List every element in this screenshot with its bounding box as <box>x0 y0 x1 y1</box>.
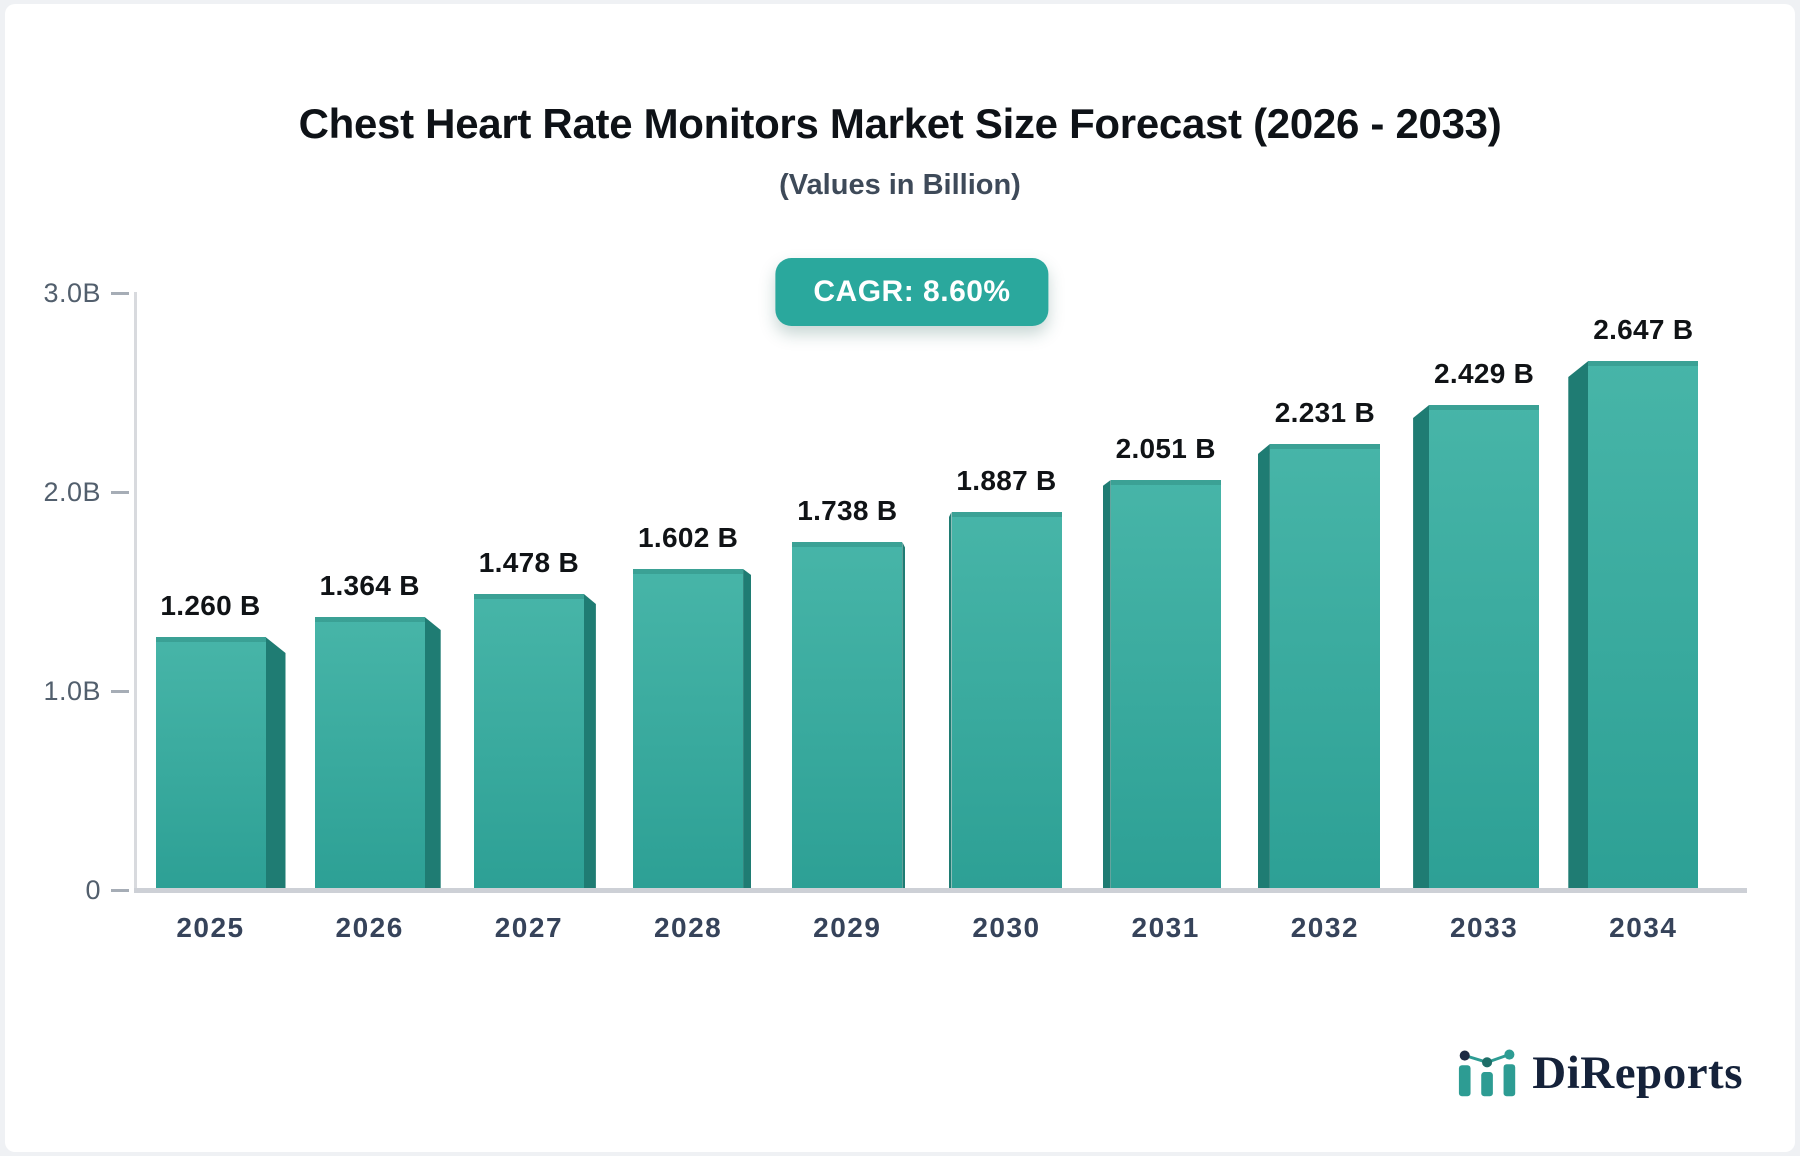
x-tick-label-2032: 2032 <box>1290 912 1360 943</box>
x-tick-label-2030: 2030 <box>972 912 1041 943</box>
x-tick-label-2026: 2026 <box>335 912 404 943</box>
x-axis-line <box>134 888 1747 893</box>
y-tick-label-0: 0 <box>85 875 101 905</box>
bar-2033[interactable] <box>1429 405 1540 888</box>
x-tick-label-2025: 2025 <box>176 912 245 943</box>
y-tick-label-1: 1.0B <box>43 676 101 706</box>
bar-2026[interactable] <box>314 617 425 888</box>
bar-value-label-2031: 2.051 B <box>1115 433 1216 464</box>
bar-3d-side-2034 <box>1568 361 1589 888</box>
bar-3d-side-2031 <box>1102 480 1111 888</box>
bar-value-label-2025: 1.260 B <box>160 590 261 621</box>
y-tick-dash <box>111 690 129 693</box>
bar-value-label-2032: 2.231 B <box>1274 397 1375 428</box>
y-tick-label-2: 2.0B <box>43 477 101 507</box>
chart-title: Chest Heart Rate Monitors Market Size Fo… <box>298 100 1502 147</box>
x-tick-label-2027: 2027 <box>494 912 564 943</box>
bar-2031[interactable] <box>1110 480 1221 888</box>
bar-3d-side-2028 <box>743 569 752 888</box>
bar-3d-side-2025 <box>265 637 286 888</box>
bar-3d-side-2030 <box>948 512 952 888</box>
x-tick-label-2031: 2031 <box>1131 912 1200 943</box>
bar-3d-side-2033 <box>1413 405 1430 888</box>
direports-logo[interactable]: DiReports <box>1456 1046 1743 1100</box>
bar-2029[interactable] <box>792 542 903 888</box>
bar-value-label-2029: 1.738 B <box>797 495 898 526</box>
bar-3d-side-2027 <box>583 594 596 888</box>
chart-card: Chest Heart Rate Monitors Market Size Fo… <box>5 4 1795 1152</box>
cagr-badge: CAGR: 8.60% <box>775 258 1049 326</box>
y-axis-line <box>134 292 137 890</box>
bar-value-label-2026: 1.364 B <box>319 570 420 601</box>
bar-2027[interactable] <box>473 594 584 888</box>
x-tick-label-2033: 2033 <box>1449 912 1519 943</box>
bar-2034[interactable] <box>1588 361 1699 888</box>
bar-3d-side-2032 <box>1257 444 1270 888</box>
bar-2028[interactable] <box>633 569 744 888</box>
x-tick-label-2028: 2028 <box>653 912 723 943</box>
bar-2025[interactable] <box>155 637 266 888</box>
bar-value-label-2033: 2.429 B <box>1434 358 1535 389</box>
bar-value-label-2034: 2.647 B <box>1593 314 1694 345</box>
bar-3d-side-2026 <box>424 617 441 888</box>
logo-text: DiReports <box>1532 1047 1743 1099</box>
chart-subtitle: (Values in Billion) <box>779 169 1021 201</box>
y-tick-dash <box>111 292 129 295</box>
x-tick-label-2034: 2034 <box>1609 912 1678 943</box>
y-tick-label-3: 3.0B <box>43 278 101 308</box>
x-tick-label-2029: 2029 <box>813 912 882 943</box>
y-tick-dash <box>111 491 129 494</box>
bar-value-label-2028: 1.602 B <box>638 522 739 553</box>
bar-2030[interactable] <box>951 512 1062 888</box>
y-tick-dash <box>111 889 129 892</box>
bar-2032[interactable] <box>1269 444 1380 888</box>
bar-value-label-2027: 1.478 B <box>478 547 579 578</box>
bar-chart-logo-icon <box>1459 1049 1516 1097</box>
bar-3d-side-2029 <box>902 542 906 888</box>
bar-value-label-2030: 1.887 B <box>956 465 1057 496</box>
